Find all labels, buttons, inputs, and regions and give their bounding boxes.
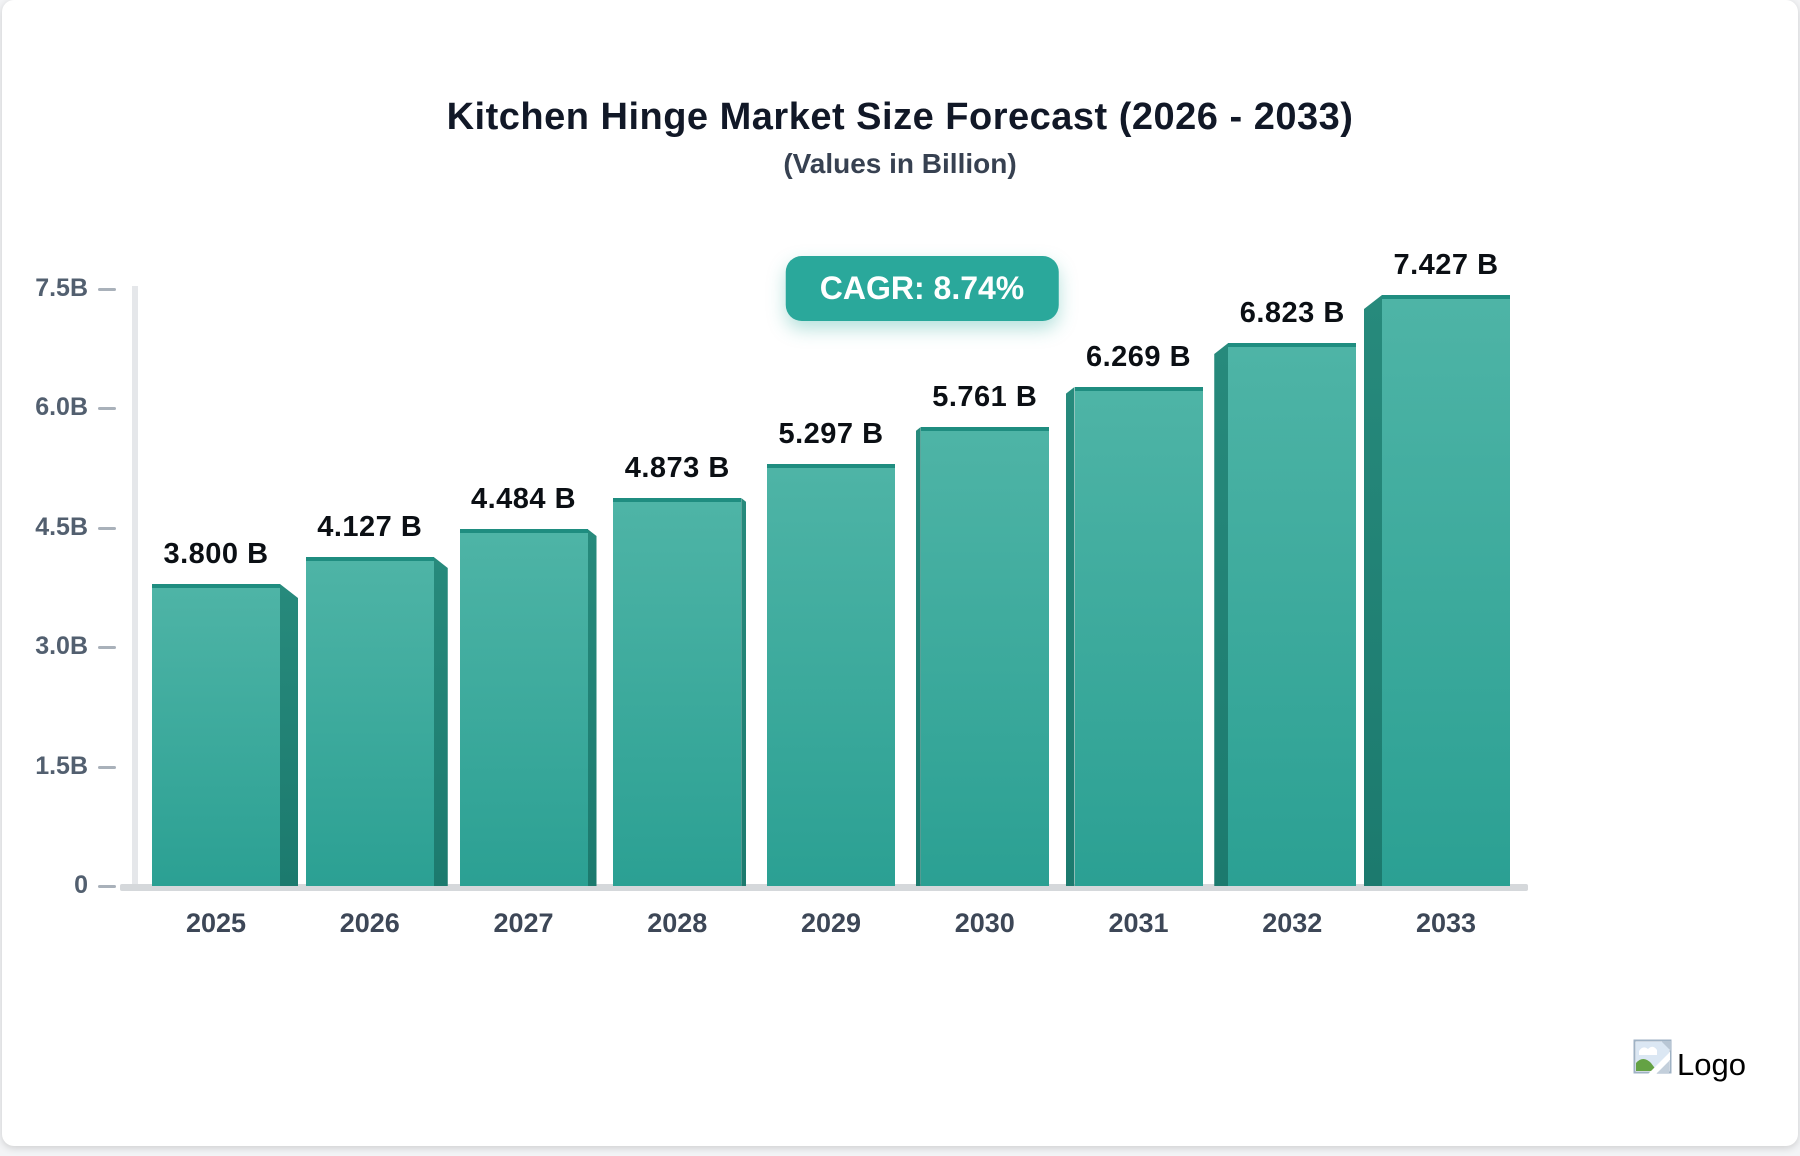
cagr-badge: CAGR: 8.74%	[785, 256, 1059, 321]
y-tick-label: 3.0B	[35, 632, 88, 661]
bar-2025	[152, 584, 280, 886]
bar-value-label: 6.823 B	[1239, 297, 1345, 329]
bar-2030	[920, 427, 1049, 886]
x-axis-label-2033: 2033	[1415, 908, 1477, 938]
bar-2033	[1382, 295, 1510, 886]
bar-2026	[305, 557, 434, 886]
bar-value-label: 4.484 B	[470, 483, 577, 515]
y-tick-mark	[98, 646, 116, 650]
bar-value-label: 7.427 B	[1393, 249, 1499, 281]
bar-value-label: 5.297 B	[778, 418, 884, 450]
x-axis-label-2029: 2029	[800, 908, 862, 938]
bar-side-face-2030	[915, 427, 921, 886]
bar-side-face-2025	[280, 584, 298, 886]
bar-side-face-2032	[1214, 343, 1229, 886]
logo-text: Logo	[1677, 1046, 1746, 1082]
y-tick-mark	[98, 885, 116, 888]
bar-value-label: 6.269 B	[1085, 341, 1192, 373]
chart-title: Kitchen Hinge Market Size Forecast (2026…	[446, 96, 1354, 138]
y-tick-mark	[98, 765, 116, 769]
y-tick-label: 7.5B	[35, 274, 88, 302]
bar-side-face-2026	[433, 557, 448, 886]
bar-value-label: 3.800 B	[163, 538, 269, 570]
bar-value-label: 4.127 B	[317, 511, 423, 543]
broken-image-icon	[1633, 1039, 1675, 1082]
bar-value-label: 5.761 B	[932, 381, 1038, 413]
y-tick-mark	[98, 526, 116, 530]
x-axis-label-2028: 2028	[647, 908, 708, 938]
bar-2027	[459, 529, 588, 886]
x-axis-line	[120, 884, 1528, 891]
x-axis-label-2026: 2026	[339, 908, 400, 938]
x-axis-label-2031: 2031	[1108, 908, 1169, 938]
x-axis-label-2030: 2030	[954, 908, 1015, 938]
bar-side-face-2031	[1065, 387, 1075, 886]
y-tick-label: 4.5B	[35, 512, 88, 541]
y-axis-line	[132, 286, 138, 888]
y-tick-label: 6.0B	[35, 393, 88, 422]
bar-2029	[767, 464, 895, 886]
bar-value-label: 4.873 B	[624, 452, 730, 484]
bar-side-face-2028	[741, 498, 747, 886]
x-axis-label-2032: 2032	[1262, 908, 1323, 938]
x-axis-label-2025: 2025	[185, 908, 247, 938]
bar-side-face-2033	[1364, 295, 1382, 886]
bar-2031	[1074, 387, 1203, 886]
bar-2032	[1228, 343, 1357, 886]
bar-side-face-2027	[587, 529, 597, 886]
y-tick-mark	[98, 288, 116, 291]
y-tick-label: 0	[74, 871, 88, 899]
x-axis-label-2027: 2027	[493, 908, 554, 938]
y-tick-mark	[98, 407, 116, 411]
bar-2028	[613, 498, 742, 886]
logo: Logo	[1633, 1038, 1746, 1082]
chart-subtitle: (Values in Billion)	[783, 148, 1017, 179]
y-tick-label: 1.5B	[35, 751, 88, 780]
